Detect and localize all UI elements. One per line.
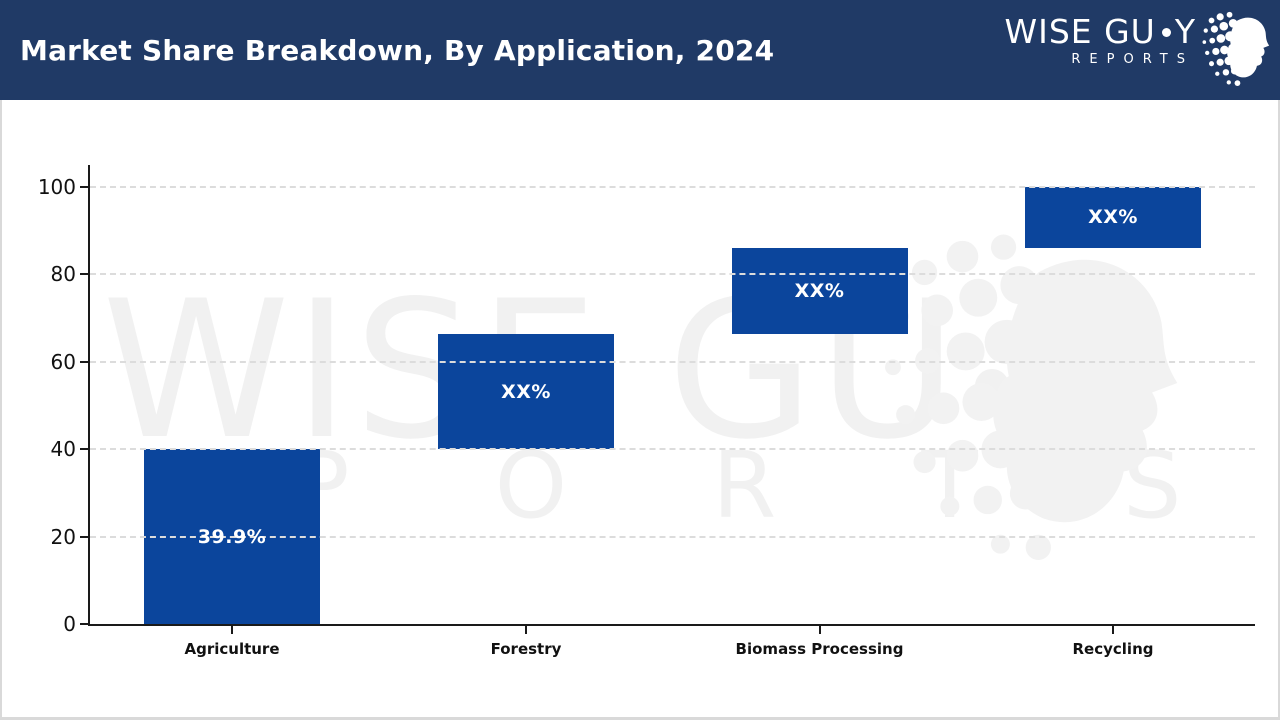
bar-value-label: XX% (1088, 206, 1138, 229)
y-tick-mark (80, 273, 88, 275)
x-category-label: Forestry (490, 640, 562, 658)
gridline (90, 273, 1255, 275)
x-axis-line (88, 624, 1255, 626)
gridline (90, 360, 1255, 363)
gridline (90, 185, 1255, 188)
chart-canvas: WISE GUY P O R T S 39.9%XX%XX%XX%0204060… (0, 100, 1280, 720)
brand-face-icon (1202, 11, 1270, 86)
y-axis-line (88, 165, 90, 626)
brand-logo-wordmark: WISE GU Y (1004, 12, 1196, 51)
y-tick-label: 100 (37, 174, 76, 199)
bar-value-label: XX% (501, 380, 551, 403)
x-category-label: Agriculture (184, 640, 280, 658)
bar (731, 247, 908, 334)
header-bar: Market Share Breakdown, By Application, … (0, 0, 1280, 100)
y-tick-label: 0 (63, 612, 76, 636)
bar-value-label: 39.9% (197, 525, 267, 548)
y-tick-mark (80, 185, 88, 188)
plot-area: 39.9% XX% XX% XX% 0 20 40 60 80 100 Agriculture For… (2, 100, 1278, 717)
bar (1025, 186, 1201, 248)
x-tick-mark (818, 626, 821, 634)
watermark-face-icon (885, 234, 1178, 560)
x-tick-mark (231, 626, 233, 634)
x-tick-mark (1112, 626, 1114, 634)
y-tick-mark (80, 623, 88, 625)
brand-logo-subtext: REPORTS (1071, 52, 1194, 68)
x-category-label: Biomass Processing (735, 640, 904, 658)
y-tick-mark (80, 448, 88, 450)
x-category-label: Recycling (1072, 640, 1154, 658)
gridline (90, 448, 1255, 450)
y-tick-label: 80 (50, 262, 76, 286)
y-tick-label: 20 (50, 524, 76, 549)
bar (438, 333, 614, 450)
brand-logo: WISE GU Y REPORTS (1004, 12, 1196, 68)
gridline (90, 535, 1255, 538)
y-tick-label: 60 (50, 349, 76, 374)
y-tick-mark (80, 360, 88, 363)
page-title: Market Share Breakdown, By Application, … (20, 33, 775, 67)
x-tick-mark (525, 626, 527, 634)
y-tick-label: 40 (50, 437, 76, 461)
y-tick-mark (80, 535, 88, 538)
bar-value-label: XX% (794, 279, 845, 302)
